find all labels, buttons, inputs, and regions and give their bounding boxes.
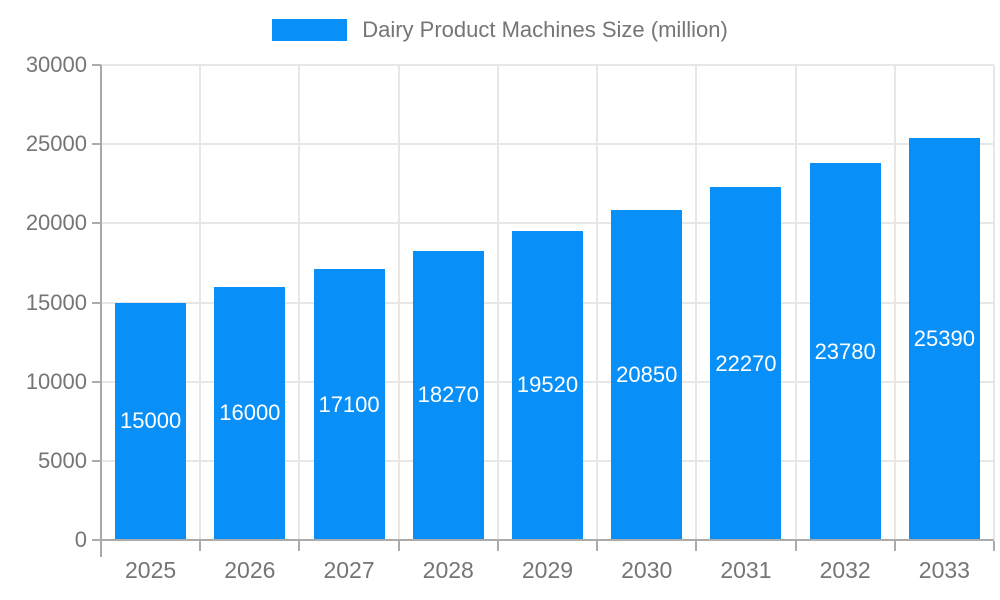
chart-legend[interactable]: Dairy Product Machines Size (million) [0, 17, 1000, 43]
bar-value-label: 17100 [318, 391, 380, 417]
v-gridline [496, 65, 499, 540]
y-axis-line [100, 65, 102, 557]
v-gridline [298, 65, 301, 540]
v-gridline [199, 65, 202, 540]
y-axis-tick [92, 301, 101, 304]
bar[interactable]: 17100 [313, 269, 385, 540]
x-axis-tick-label: 2032 [819, 557, 871, 583]
bar-value-label: 18270 [417, 382, 479, 408]
bar[interactable]: 16000 [214, 286, 286, 540]
bar-value-label: 22270 [715, 350, 777, 376]
plot-area: 15000 16000 17100 18270 19520 20850 22270 23780… [26, 52, 995, 583]
h-gridline [92, 222, 994, 225]
x-axis-tick-label: 2025 [125, 557, 177, 583]
v-gridline [397, 65, 400, 540]
bar[interactable]: 23780 [809, 163, 881, 540]
y-axis-tick-label: 10000 [25, 368, 87, 394]
x-axis-tick [596, 541, 599, 551]
bar-value-label: 23780 [814, 338, 876, 364]
bar-value-label: 20850 [616, 361, 678, 387]
x-axis-tick [199, 541, 202, 551]
x-axis-tick-label: 2027 [323, 557, 375, 583]
x-axis-tick [100, 541, 102, 551]
x-axis-tick-label: 2031 [720, 557, 772, 583]
x-axis-line [92, 539, 994, 541]
x-axis-tick-label: 2029 [521, 557, 574, 583]
x-axis-tick [893, 541, 896, 551]
y-axis-tick [92, 459, 101, 462]
x-axis-tick-label: 2028 [422, 557, 474, 583]
x-axis-tick-label: 2030 [621, 557, 673, 583]
bar[interactable]: 20850 [611, 209, 683, 540]
x-axis-tick [794, 541, 797, 551]
v-gridline [993, 65, 995, 540]
x-axis-tick [695, 541, 698, 551]
y-axis-tick [92, 380, 101, 383]
bar-value-label: 16000 [219, 400, 281, 426]
bar-value-label: 25390 [913, 326, 975, 351]
y-axis-tick-label: 30000 [25, 52, 87, 77]
y-axis-tick-label: 25000 [25, 131, 87, 157]
y-axis-tick-label: 20000 [25, 210, 87, 236]
v-gridline [695, 65, 698, 540]
bar-value-label: 15000 [120, 408, 182, 434]
y-axis-tick [92, 64, 101, 66]
bar[interactable]: 15000 [115, 302, 187, 540]
y-axis-tick-label: 0 [74, 527, 87, 552]
y-axis-tick [92, 539, 101, 541]
bar[interactable]: 25390 [908, 138, 980, 540]
x-axis-tick [496, 541, 499, 551]
bar[interactable]: 22270 [710, 187, 782, 540]
v-gridline [893, 65, 896, 540]
h-gridline [92, 143, 994, 146]
bar[interactable]: 19520 [512, 230, 583, 540]
y-axis-tick [92, 222, 101, 225]
y-axis-tick [92, 143, 101, 146]
x-axis-tick [298, 541, 301, 551]
x-axis-tick-label: 2033 [918, 557, 970, 583]
bar[interactable]: 18270 [412, 250, 484, 540]
x-axis-tick [397, 541, 400, 551]
h-gridline [92, 64, 994, 66]
v-gridline [596, 65, 599, 540]
legend-label: Dairy Product Machines Size (million) [362, 17, 728, 42]
y-axis-tick-label: 5000 [38, 447, 87, 473]
legend-swatch-icon [272, 19, 348, 41]
y-axis-tick-label: 15000 [25, 289, 87, 315]
x-axis-tick [993, 541, 995, 551]
x-axis-tick-label: 2026 [224, 557, 276, 583]
v-gridline [794, 65, 797, 540]
bar-value-label: 19520 [516, 372, 579, 398]
